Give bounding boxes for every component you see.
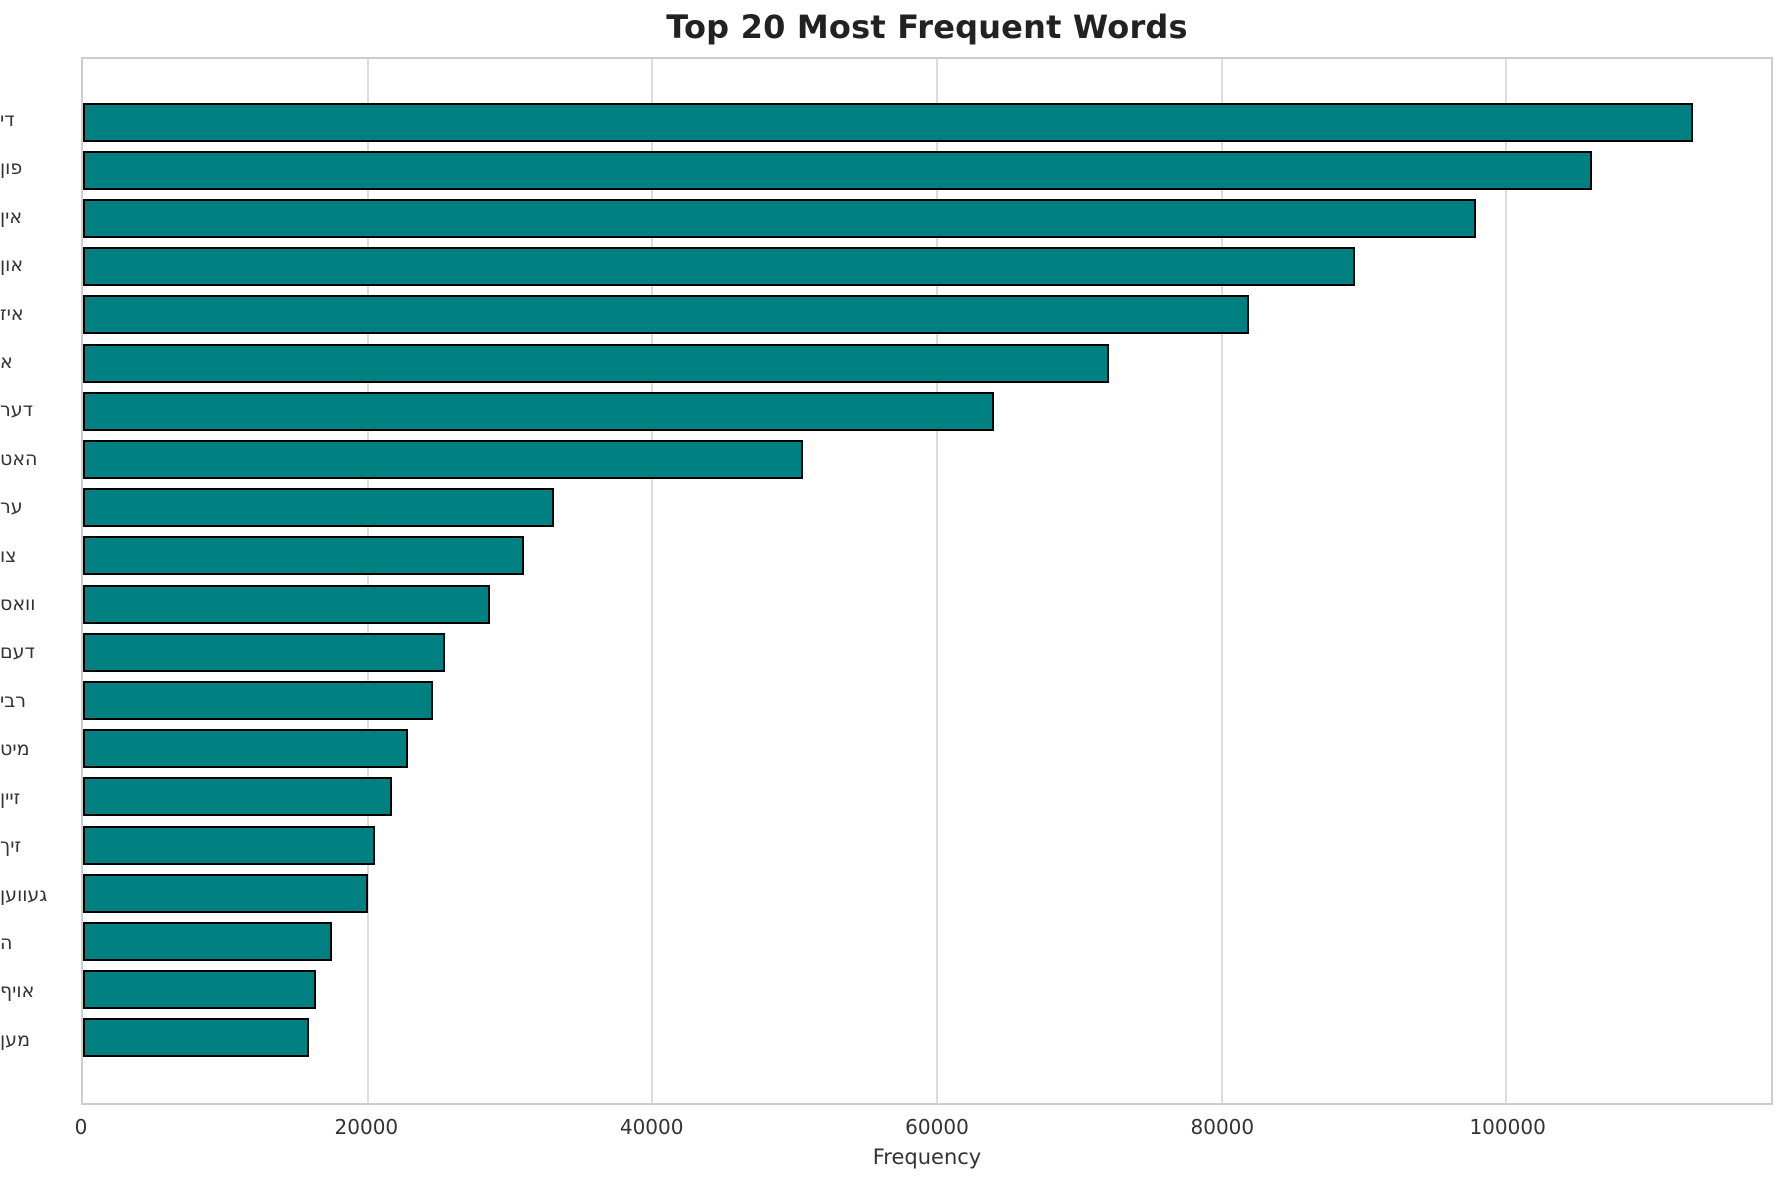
y-tick-label: דער [0, 399, 33, 422]
y-tick-label: זיין [0, 786, 21, 809]
bar-איז [83, 295, 1249, 335]
gridline [651, 59, 654, 1103]
y-tick-label: רבי [0, 689, 26, 712]
bar-row [83, 387, 1771, 435]
y-tick-label: אויף [0, 980, 35, 1003]
plot-area [81, 57, 1773, 1105]
bar-אין [83, 198, 1477, 238]
bar-געווען [83, 873, 368, 913]
bar-row [83, 243, 1771, 291]
bar-row [83, 580, 1771, 628]
y-tick-label: געווען [0, 883, 48, 906]
bar-וואס [83, 584, 491, 624]
bar-row [83, 435, 1771, 483]
y-tick-label: ער [0, 496, 23, 519]
bar-זיין [83, 777, 392, 817]
x-tick-label: 80000 [1190, 1115, 1255, 1139]
gridline [1220, 59, 1223, 1103]
y-tick-label: צו [0, 544, 17, 567]
x-axis-title: Frequency [872, 1145, 982, 1169]
bar-א [83, 343, 1110, 383]
bar-רבי [83, 680, 434, 720]
bar-מען [83, 1018, 310, 1058]
bar-row [83, 821, 1771, 869]
bar-דער [83, 391, 994, 431]
y-tick-label: ה [0, 931, 13, 954]
y-tick-label: און [0, 254, 24, 277]
y-tick-label: דעם [0, 641, 35, 664]
y-tick-label: די [0, 109, 15, 131]
bar-ער [83, 488, 555, 528]
y-axis-tick-labels: די פון אין און איז א דער האט ער צו וואס דעם רבי מיט זי… [0, 57, 62, 1105]
y-tick-label: זיך [0, 835, 22, 858]
chart-title: Top 20 Most Frequent Words [666, 8, 1188, 46]
x-tick-label: 20000 [334, 1115, 399, 1139]
x-tick-label: 0 [74, 1115, 88, 1139]
bar-row [83, 339, 1771, 387]
x-axis-tick-labels: 0 20000 40000 60000 80000 100000 [75, 1115, 1773, 1143]
y-tick-label: א [0, 351, 13, 374]
gridline [1505, 59, 1508, 1103]
y-tick-label: פון [0, 157, 23, 180]
bar-row [83, 98, 1771, 146]
bar-זיך [83, 825, 375, 865]
bar-דעם [83, 632, 445, 672]
y-tick-label: וואס [0, 593, 36, 616]
x-tick-label: 100000 [1469, 1115, 1546, 1139]
bar-row [83, 628, 1771, 676]
bar-די [83, 102, 1693, 142]
y-tick-label: האט [0, 447, 38, 470]
bar-row [83, 194, 1771, 242]
y-tick-label: מיט [0, 738, 30, 761]
bar-row [83, 725, 1771, 773]
gridline [366, 59, 369, 1103]
bar-row [83, 146, 1771, 194]
bar-מיט [83, 729, 408, 769]
bar-row [83, 917, 1771, 965]
bar-row [83, 291, 1771, 339]
bars-layer [83, 98, 1771, 1062]
bar-row [83, 869, 1771, 917]
y-tick-label: אין [0, 205, 23, 228]
y-tick-label: איז [0, 302, 24, 325]
bar-row [83, 532, 1771, 580]
bar-row [83, 676, 1771, 724]
bar-ה [83, 921, 333, 961]
bar-אויף [83, 970, 317, 1010]
bar-און [83, 247, 1356, 287]
bar-פון [83, 150, 1592, 190]
bar-האט [83, 439, 804, 479]
x-tick-label: 60000 [905, 1115, 969, 1139]
y-tick-label: מען [0, 1028, 30, 1051]
bar-row [83, 966, 1771, 1014]
x-tick-label: 40000 [619, 1115, 684, 1139]
gridline [935, 59, 938, 1103]
bar-צו [83, 536, 525, 576]
bar-row [83, 484, 1771, 532]
bar-row [83, 773, 1771, 821]
bar-row [83, 1014, 1771, 1062]
